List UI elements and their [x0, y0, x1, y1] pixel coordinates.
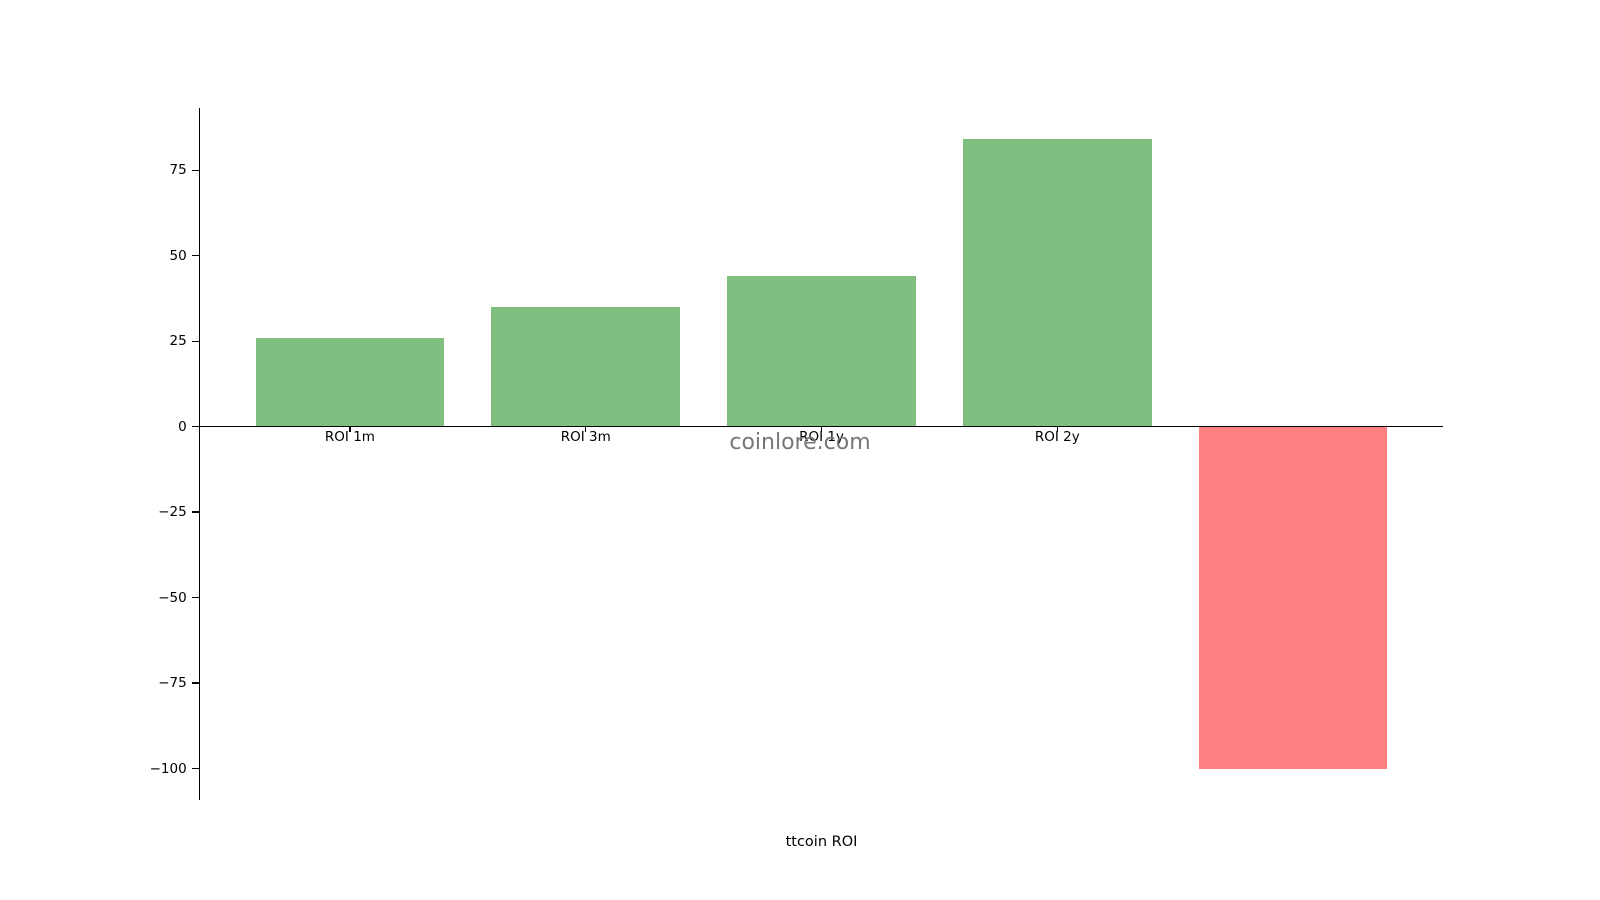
y-axis-spine — [198, 108, 200, 800]
x-tick-label-roi-1y: ROI 1y — [799, 428, 844, 445]
bar-unlabeled-5 — [1198, 427, 1388, 769]
bar-roi-2y — [962, 139, 1152, 426]
y-tick-mark — [191, 340, 199, 342]
y-tick-mark — [191, 511, 199, 513]
y-tick-mark — [191, 682, 199, 684]
y-tick-label: −25 — [158, 504, 187, 521]
y-tick-mark — [191, 596, 199, 599]
x-tick-mark — [585, 426, 587, 432]
x-axis-zero-line — [198, 425, 1443, 428]
y-tick-label: −75 — [158, 675, 187, 692]
bar-roi-1m — [255, 337, 445, 426]
y-tick-label: 50 — [169, 247, 187, 264]
x-tick-label-roi-3m: ROI 3m — [560, 428, 611, 445]
y-tick-mark — [191, 767, 199, 770]
y-tick-label: −50 — [158, 589, 187, 606]
bar-roi-1y — [727, 276, 916, 426]
watermark-text: coinlore.com — [729, 430, 871, 455]
y-tick-mark — [191, 169, 199, 171]
x-tick-mark — [349, 426, 351, 432]
bar-roi-3m — [491, 306, 681, 426]
y-tick-label: 75 — [169, 162, 187, 179]
y-tick-label: −100 — [149, 760, 187, 777]
x-axis-title: ttcoin ROI — [785, 834, 858, 850]
x-tick-mark — [820, 426, 823, 432]
x-tick-label-roi-2y: ROI 2y — [1034, 428, 1080, 445]
x-tick-label-roi-1m: ROI 1m — [324, 428, 375, 445]
y-tick-label: 0 — [178, 418, 187, 435]
x-tick-mark — [1056, 426, 1058, 432]
y-tick-mark — [191, 425, 199, 428]
y-tick-mark — [191, 255, 199, 257]
y-tick-label: 25 — [169, 333, 187, 350]
